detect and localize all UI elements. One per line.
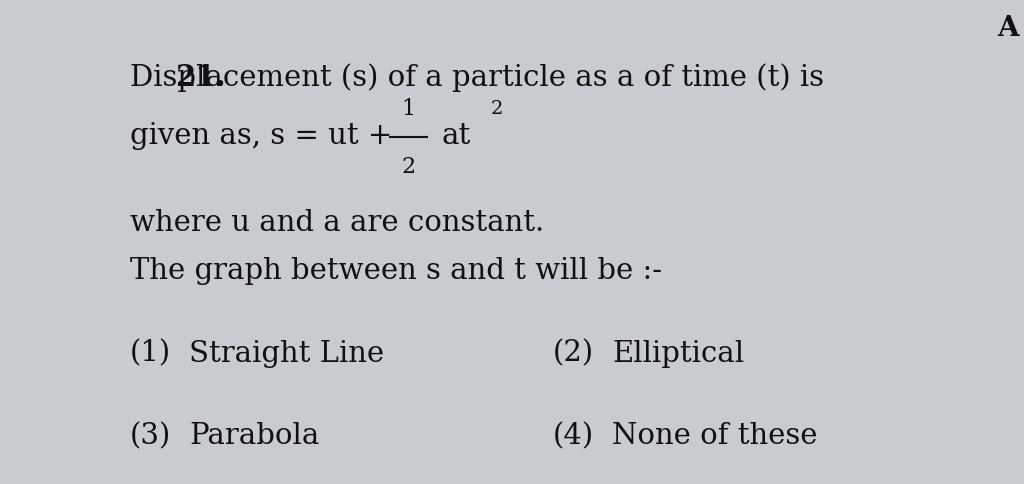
Text: at: at bbox=[442, 121, 471, 150]
Text: 21.: 21. bbox=[175, 63, 225, 92]
Text: Parabola: Parabola bbox=[189, 421, 319, 449]
Text: 1: 1 bbox=[401, 98, 416, 120]
Text: A: A bbox=[997, 15, 1019, 42]
Text: None of these: None of these bbox=[612, 421, 818, 449]
Text: (2): (2) bbox=[553, 339, 594, 367]
Text: (1): (1) bbox=[130, 339, 171, 367]
Text: given as, s = ut +: given as, s = ut + bbox=[130, 121, 401, 150]
Text: where u and a are constant.: where u and a are constant. bbox=[130, 208, 544, 236]
Text: Elliptical: Elliptical bbox=[612, 339, 744, 367]
Text: The graph between s and t will be :-: The graph between s and t will be :- bbox=[130, 257, 662, 285]
Text: Straight Line: Straight Line bbox=[189, 339, 385, 367]
Text: Displacement (s) of a particle as a of time (t) is: Displacement (s) of a particle as a of t… bbox=[130, 63, 824, 91]
Text: 2: 2 bbox=[492, 100, 504, 118]
Text: (4): (4) bbox=[553, 421, 594, 449]
Text: 2: 2 bbox=[401, 156, 416, 178]
Text: (3): (3) bbox=[130, 421, 171, 449]
